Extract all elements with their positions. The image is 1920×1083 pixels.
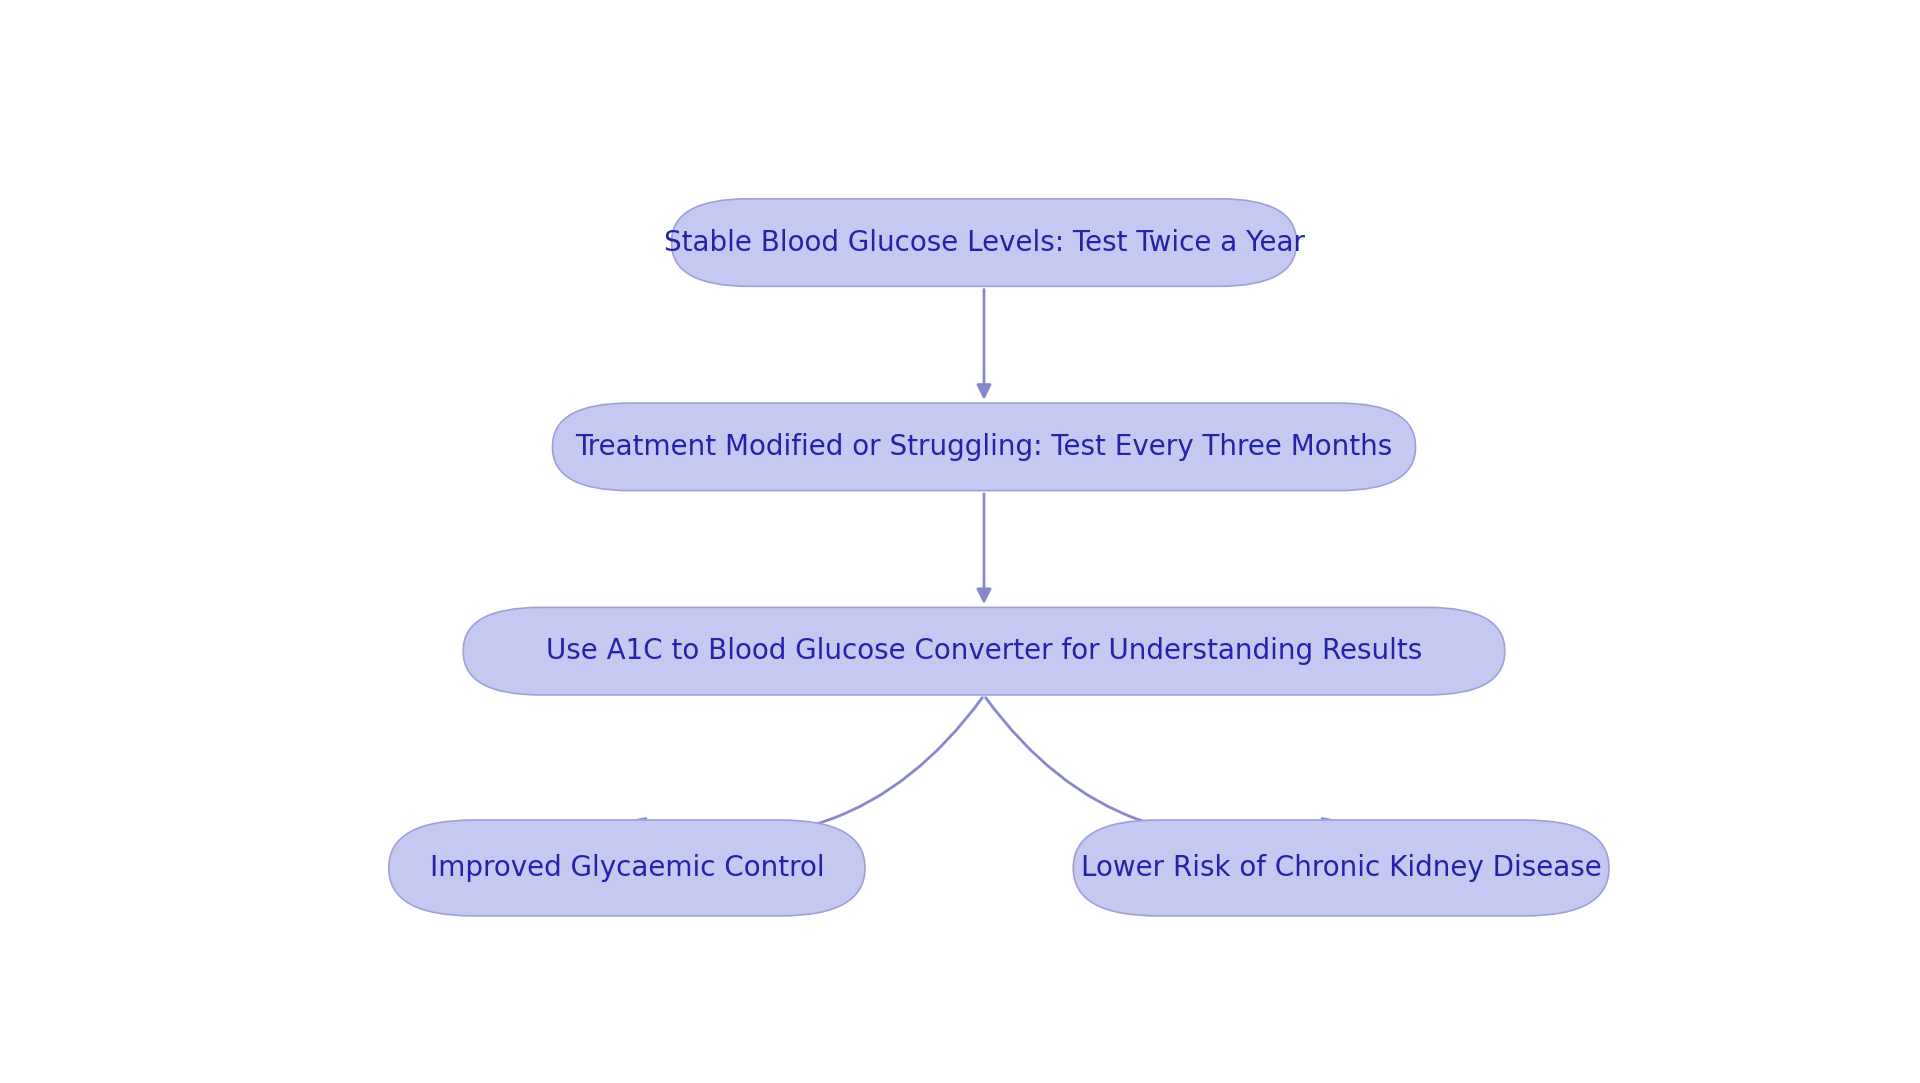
- Text: Improved Glycaemic Control: Improved Glycaemic Control: [430, 854, 824, 882]
- Text: Use A1C to Blood Glucose Converter for Understanding Results: Use A1C to Blood Glucose Converter for U…: [545, 637, 1423, 665]
- Text: Treatment Modified or Struggling: Test Every Three Months: Treatment Modified or Struggling: Test E…: [576, 433, 1392, 461]
- Text: Lower Risk of Chronic Kidney Disease: Lower Risk of Chronic Kidney Disease: [1081, 854, 1601, 882]
- Text: Stable Blood Glucose Levels: Test Twice a Year: Stable Blood Glucose Levels: Test Twice …: [664, 229, 1304, 257]
- FancyBboxPatch shape: [463, 608, 1505, 695]
- FancyBboxPatch shape: [672, 199, 1296, 286]
- FancyBboxPatch shape: [388, 820, 864, 916]
- FancyBboxPatch shape: [553, 403, 1415, 491]
- FancyBboxPatch shape: [1073, 820, 1609, 916]
